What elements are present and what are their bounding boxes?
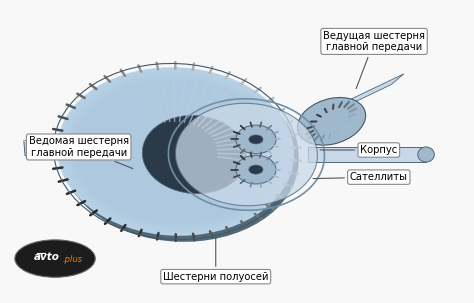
Ellipse shape [70, 77, 281, 226]
Ellipse shape [73, 79, 279, 224]
Ellipse shape [65, 74, 286, 229]
Polygon shape [308, 147, 426, 162]
Ellipse shape [60, 69, 292, 234]
Polygon shape [24, 138, 105, 156]
Circle shape [249, 165, 263, 174]
Ellipse shape [58, 68, 293, 235]
Text: Ведомая шестерня
главной передачи: Ведомая шестерня главной передачи [28, 136, 133, 168]
Ellipse shape [15, 240, 95, 277]
Ellipse shape [62, 71, 289, 232]
Polygon shape [335, 74, 404, 112]
Ellipse shape [297, 98, 365, 145]
Text: Корпус: Корпус [320, 145, 397, 155]
Ellipse shape [236, 125, 276, 154]
Ellipse shape [69, 76, 282, 227]
Circle shape [249, 135, 263, 144]
Ellipse shape [61, 70, 291, 233]
Text: Сателлиты: Сателлиты [313, 172, 408, 182]
Text: avto: avto [34, 252, 59, 262]
Ellipse shape [74, 80, 277, 223]
Ellipse shape [67, 75, 284, 228]
Ellipse shape [68, 75, 283, 228]
Ellipse shape [236, 155, 276, 184]
Text: Ведущая шестерня
главной передачи: Ведущая шестерня главной передачи [323, 31, 425, 88]
Ellipse shape [63, 72, 288, 231]
Ellipse shape [62, 73, 299, 242]
Text: .plus: .plus [63, 255, 83, 264]
Ellipse shape [142, 115, 246, 194]
Ellipse shape [57, 67, 294, 236]
Ellipse shape [72, 78, 280, 225]
Ellipse shape [175, 103, 318, 206]
Text: Шестерни полуосей: Шестерни полуосей [163, 237, 268, 282]
Ellipse shape [64, 73, 287, 230]
Ellipse shape [418, 147, 434, 162]
